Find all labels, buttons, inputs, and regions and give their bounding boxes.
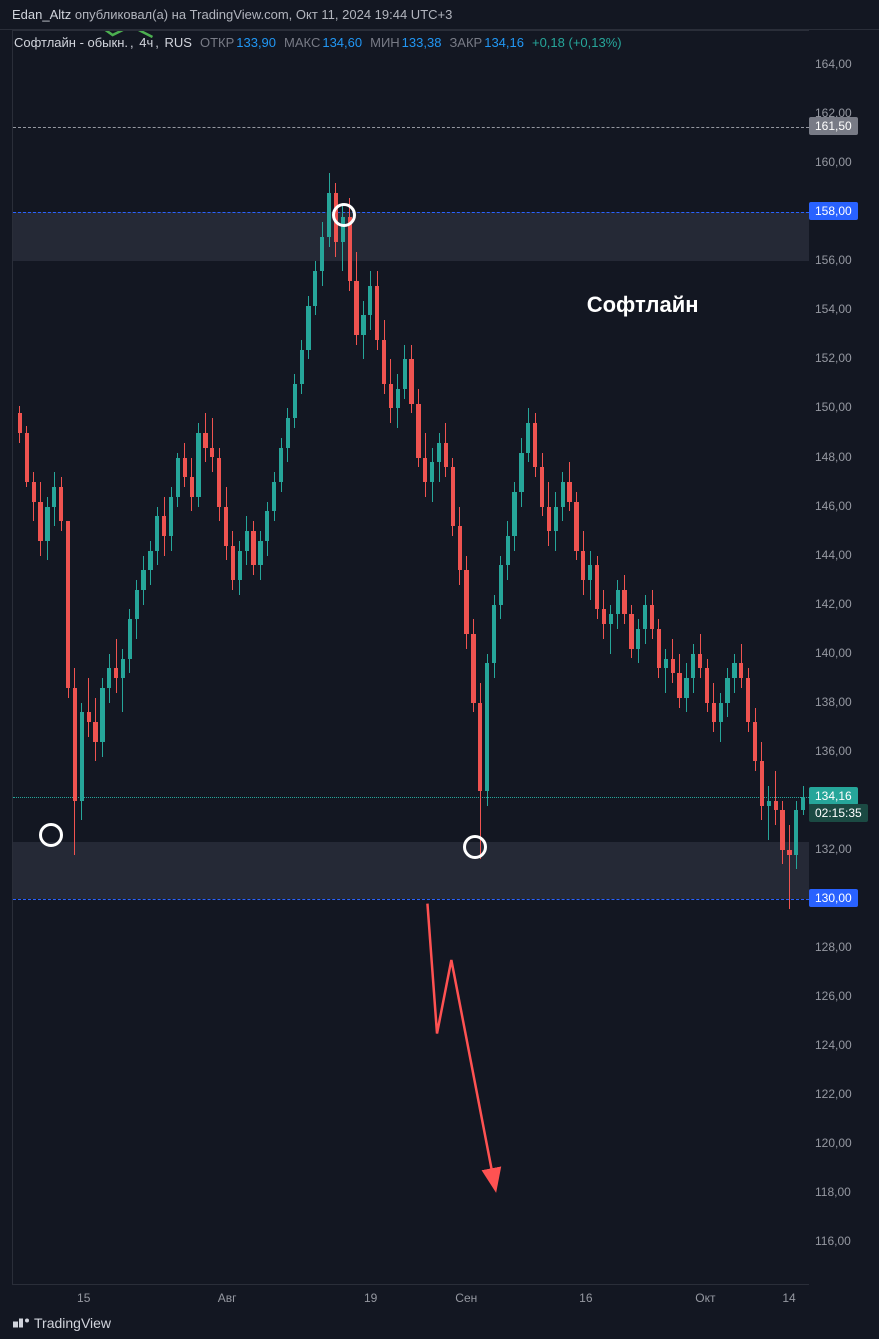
y-tick: 136,00 [815,744,852,758]
y-tick: 132,00 [815,842,852,856]
time-axis[interactable]: 15 Авг 19 Сен 16 Окт 14 [12,1285,809,1315]
y-tick: 140,00 [815,646,852,660]
price-axis[interactable]: 164,00162,00160,00158,00156,00154,00152,… [809,30,869,1285]
y-tick: 142,00 [815,597,852,611]
y-tick: 120,00 [815,1136,852,1150]
x-tick: 14 [782,1291,795,1305]
y-tick: 152,00 [815,351,852,365]
x-tick: Авг [218,1291,237,1305]
horizontal-line [13,127,809,128]
y-tick: 146,00 [815,499,852,513]
chart-root: Edan_Altz опубликовал(а) на TradingView.… [0,0,879,1339]
y-tick: 164,00 [815,57,852,71]
y-tick: 154,00 [815,302,852,316]
x-tick: Сен [455,1291,477,1305]
publish-bar: Edan_Altz опубликовал(а) на TradingView.… [0,0,879,30]
y-tick: 148,00 [815,450,852,464]
x-tick: 16 [579,1291,592,1305]
circle-marker [463,835,487,859]
circle-marker [39,823,63,847]
price-tag: 134,16 [809,787,858,805]
countdown-tag: 02:15:35 [809,804,868,822]
y-tick: 126,00 [815,989,852,1003]
horizontal-line [13,899,809,900]
y-tick: 156,00 [815,253,852,267]
y-tick: 150,00 [815,400,852,414]
publisher-name: Edan_Altz [12,7,71,22]
chart-watermark: Софтлайн [587,292,699,318]
y-tick: 118,00 [815,1185,851,1199]
price-zone [13,212,809,261]
price-tag: 158,00 [809,202,858,220]
red-projection-arrow [427,904,495,1188]
y-tick: 122,00 [815,1087,852,1101]
brand-label: TradingView [34,1315,111,1331]
y-tick: 128,00 [815,940,852,954]
y-tick: 124,00 [815,1038,852,1052]
price-zone [13,842,809,898]
horizontal-line [13,212,809,213]
publish-site: TradingView.com [190,7,289,22]
x-tick: Окт [695,1291,715,1305]
green-projection-line [93,31,153,37]
publish-suffix: , Окт 11, 2024 19:44 UTC+3 [289,7,453,22]
x-tick: 19 [364,1291,377,1305]
last-price-line [13,797,809,798]
y-tick: 160,00 [815,155,852,169]
price-tag: 130,00 [809,889,858,907]
price-tag: 161,50 [809,117,858,135]
brand-footer: TradingView [12,1315,111,1331]
y-tick: 138,00 [815,695,852,709]
publish-mid: опубликовал(а) на [71,7,189,22]
tradingview-logo-icon [12,1316,30,1330]
y-tick: 144,00 [815,548,852,562]
y-tick: 116,00 [815,1234,851,1248]
chart-pane[interactable]: Софтлайн [12,30,809,1285]
x-tick: 15 [77,1291,90,1305]
circle-marker [332,203,356,227]
